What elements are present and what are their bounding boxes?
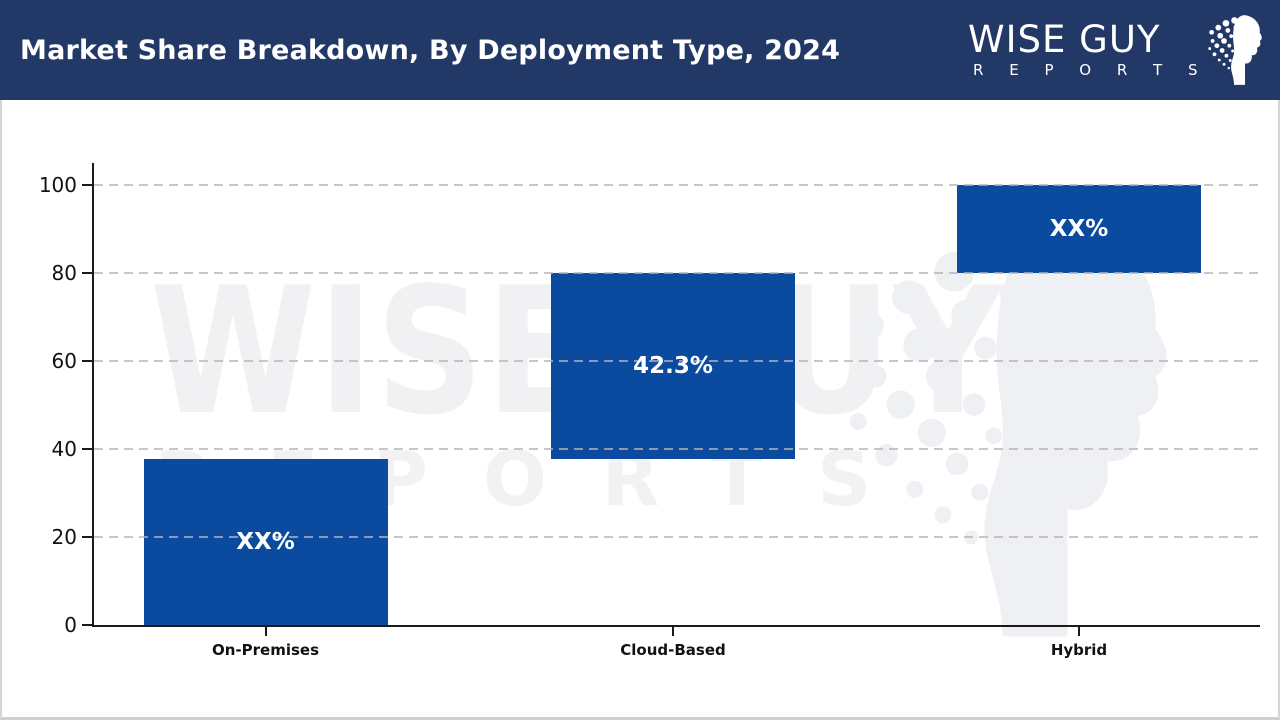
y-axis-tick [82, 624, 92, 626]
y-axis-tick [82, 183, 92, 186]
y-axis-tick-label: 60 [51, 348, 77, 373]
logo-wordmark: WISE GUY [968, 18, 1161, 61]
gridline [94, 271, 1262, 274]
x-axis-category-label: Cloud-Based [620, 641, 726, 659]
logo-subtitle: R E P O R T S [973, 61, 1208, 79]
gridline [94, 535, 1262, 538]
bar-value-label: 42.3% [633, 352, 713, 379]
y-axis-tick-label: 0 [64, 613, 77, 637]
bar-value-label: XX% [236, 528, 295, 555]
y-axis-tick-label: 80 [51, 260, 77, 285]
bar-segment [957, 184, 1201, 273]
chart-canvas: WISE GUY REPORTS XX% 42.3% XX% 0 20 40 60 80 100… [0, 100, 1280, 720]
plot-area: XX% 42.3% XX% 0 20 40 60 80 100 On-Premises Cloud-… [39, 163, 1262, 659]
x-axis-category-label: On-Premises [211, 641, 320, 659]
brand-logo: WISE GUY R E P O R T S [968, 14, 1280, 86]
y-axis-tick-label: 100 [38, 172, 77, 197]
y-axis-tick [82, 271, 92, 274]
y-axis-tick-label: 40 [51, 436, 77, 461]
y-axis-tick-label: 20 [51, 524, 77, 549]
gridline [94, 447, 1262, 450]
bar-segment [143, 458, 388, 625]
y-axis-tick [82, 359, 92, 362]
x-axis-tick [1078, 627, 1080, 636]
bar-segment [551, 272, 795, 459]
x-axis-tick [672, 627, 674, 636]
page-title: Market Share Breakdown, By Deployment Ty… [20, 34, 841, 66]
header: Market Share Breakdown, By Deployment Ty… [0, 0, 1280, 100]
x-axis-tick [264, 627, 267, 636]
gridline [94, 183, 1262, 186]
brand-logo-text: WISE GUY R E P O R T S [968, 21, 1208, 79]
y-axis-tick [82, 447, 92, 450]
gridline [94, 359, 1262, 362]
x-axis-category-label: Hybrid [1050, 641, 1108, 659]
bar-value-label: XX% [1049, 215, 1109, 242]
y-axis-tick [82, 535, 92, 538]
dotted-head-profile-icon [1208, 15, 1262, 85]
